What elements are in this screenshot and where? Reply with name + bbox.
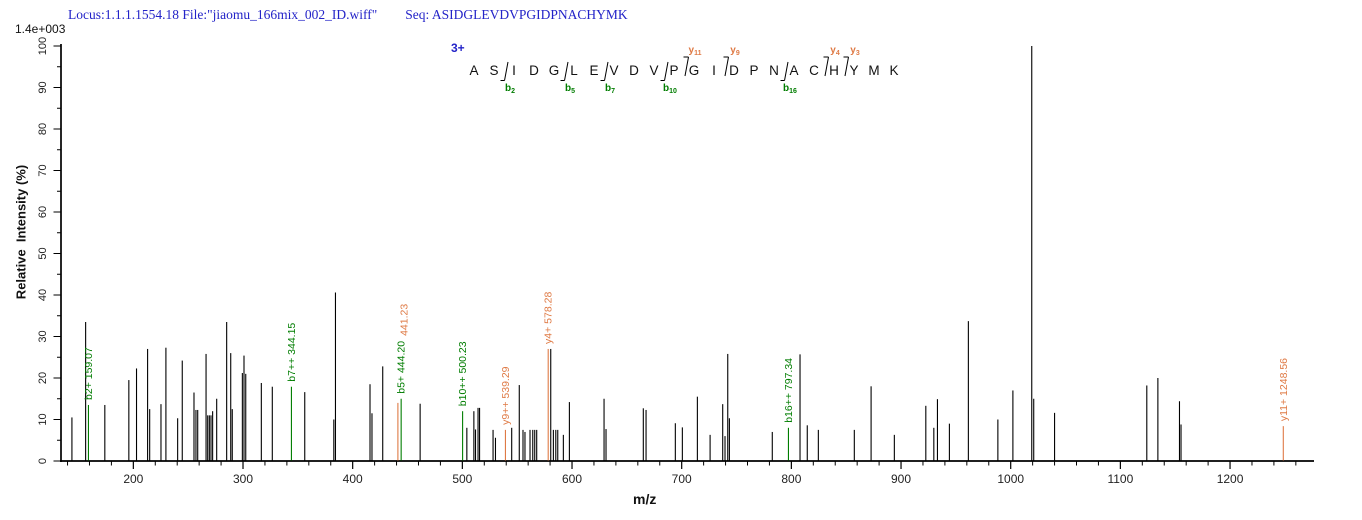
- residue-letter: H: [829, 63, 839, 78]
- y-fragment-marker: [684, 56, 689, 77]
- y-fragment-marker: [824, 56, 829, 77]
- x-tick-label: 1200: [1217, 472, 1244, 486]
- y-tick-label: 70: [37, 164, 49, 176]
- sequence-header-text: Seq: ASIDGLEVDVPGIDPNACHYMK: [405, 7, 628, 22]
- b-fragment-marker: [504, 61, 509, 81]
- x-tick-label: 300: [233, 472, 253, 486]
- y-tick-label: 90: [37, 81, 49, 93]
- residue-letter: G: [689, 63, 700, 78]
- precursor-charge-label: 3+: [451, 41, 465, 55]
- residue-letter: I: [712, 63, 716, 78]
- y-tick-label: 0: [37, 458, 49, 464]
- y-tick-label: 40: [37, 289, 49, 301]
- residue-letter: M: [868, 63, 879, 78]
- x-tick-label: 1100: [1107, 472, 1133, 486]
- residue-letter: N: [769, 63, 779, 78]
- y-tick-label: 20: [37, 372, 49, 384]
- y-ion-label: y4: [830, 45, 840, 57]
- peak-label: 441.23: [398, 304, 410, 336]
- residue-letter: I: [512, 63, 516, 78]
- x-axis-title: m/z: [633, 491, 657, 507]
- residue-letter: Y: [849, 63, 858, 78]
- residue-letter: D: [629, 63, 639, 78]
- b-fragment-marker: [664, 61, 669, 81]
- b-fragment-marker: [604, 61, 609, 81]
- b-ion-label: b2: [505, 83, 515, 95]
- b-fragment-marker: [564, 61, 569, 81]
- x-tick-label: 200: [123, 472, 143, 486]
- x-tick-label: 500: [452, 472, 472, 486]
- y-fragment-marker: [844, 56, 849, 77]
- peak-label: y11+ 1248.56: [1278, 358, 1290, 421]
- y-tick-label: 50: [37, 247, 49, 259]
- residue-letter: C: [809, 63, 819, 78]
- y-tick-label: 10: [37, 413, 49, 425]
- peak-label: b10++ 500.23: [457, 341, 469, 406]
- residue-letter: K: [889, 63, 898, 78]
- peak-label: y4+ 578.28: [543, 292, 555, 344]
- peak-label: b7++ 344.15: [286, 323, 298, 382]
- peak-label: y9++ 539.29: [500, 366, 512, 425]
- x-tick-label: 800: [781, 472, 801, 486]
- peak-label: b16++ 797.34: [783, 358, 795, 423]
- residue-letter: G: [549, 63, 560, 78]
- x-tick-label: 1000: [997, 472, 1024, 486]
- residue-letter: P: [669, 63, 678, 78]
- y-tick-label: 30: [37, 330, 49, 342]
- residue-letter: S: [489, 63, 498, 78]
- peak-label: b2+ 159.07: [83, 347, 95, 400]
- x-tick-label: 600: [562, 472, 582, 486]
- y-ion-label: y9: [730, 45, 740, 57]
- residue-letter: L: [570, 63, 578, 78]
- residue-letter: V: [609, 63, 618, 78]
- residue-letter: A: [469, 63, 478, 78]
- intensity-scale-label: 1.4e+003: [15, 22, 66, 36]
- y-tick-label: 80: [37, 123, 49, 135]
- y-ion-label: y3: [850, 45, 860, 57]
- b-fragment-marker: [784, 61, 789, 81]
- x-tick-label: 900: [891, 472, 911, 486]
- residue-letter: E: [589, 63, 598, 78]
- b-ion-label: b16: [783, 83, 797, 95]
- residue-letter: P: [749, 63, 758, 78]
- x-tick-label: 400: [343, 472, 363, 486]
- peak-label: b5+ 444.20: [396, 341, 408, 394]
- b-ion-label: b10: [663, 83, 677, 95]
- b-ion-label: b7: [605, 83, 615, 95]
- locus-file-text: Locus:1.1.1.1554.18 File:"jiaomu_166mix_…: [68, 7, 378, 22]
- x-tick-label: 700: [672, 472, 692, 486]
- b-ion-label: b5: [565, 83, 575, 95]
- y-tick-label: 60: [37, 206, 49, 218]
- residue-letter: A: [789, 63, 798, 78]
- residue-letter: V: [649, 63, 658, 78]
- locus-file-header: Locus:1.1.1.1554.18 File:"jiaomu_166mix_…: [68, 7, 628, 23]
- y-tick-label: 100: [37, 37, 49, 55]
- residue-letter: D: [529, 63, 539, 78]
- y-ion-label: y11: [689, 45, 702, 57]
- y-fragment-marker: [724, 56, 729, 77]
- residue-letter: D: [729, 63, 739, 78]
